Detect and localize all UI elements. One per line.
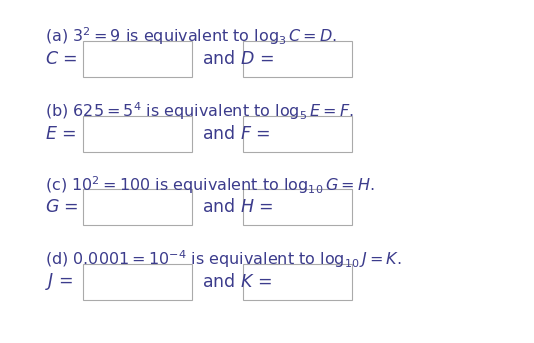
Text: $\mathit{C}$ =: $\mathit{C}$ = — [45, 50, 78, 68]
FancyBboxPatch shape — [243, 264, 352, 300]
Text: (b) $625 = 5^4$ is equivalent to $\log_5 E = F.$: (b) $625 = 5^4$ is equivalent to $\log_5… — [45, 100, 354, 122]
Text: (a) $3^2 = 9$ is equivalent to $\log_3 C = D.$: (a) $3^2 = 9$ is equivalent to $\log_3 C… — [45, 25, 337, 47]
Text: (d) $0.0001 = 10^{-4}$ is equivalent to $\log_{10} J = K.$: (d) $0.0001 = 10^{-4}$ is equivalent to … — [45, 249, 402, 270]
Text: and $\mathit{K}$ =: and $\mathit{K}$ = — [202, 273, 272, 291]
FancyBboxPatch shape — [243, 116, 352, 152]
Text: and $\mathit{D}$ =: and $\mathit{D}$ = — [202, 50, 274, 68]
Text: and $\mathit{H}$ =: and $\mathit{H}$ = — [202, 198, 273, 216]
FancyBboxPatch shape — [83, 264, 192, 300]
Text: and $\mathit{F}$ =: and $\mathit{F}$ = — [202, 125, 270, 143]
FancyBboxPatch shape — [243, 41, 352, 77]
FancyBboxPatch shape — [83, 189, 192, 225]
FancyBboxPatch shape — [83, 41, 192, 77]
Text: $\mathit{E}$ =: $\mathit{E}$ = — [45, 125, 77, 143]
FancyBboxPatch shape — [83, 116, 192, 152]
Text: (c) $10^2 = 100$ is equivalent to $\log_{10} G = H.$: (c) $10^2 = 100$ is equivalent to $\log_… — [45, 174, 375, 196]
Text: $\mathit{G}$ =: $\mathit{G}$ = — [45, 198, 79, 216]
Text: $\mathit{J}$ =: $\mathit{J}$ = — [45, 271, 74, 292]
FancyBboxPatch shape — [243, 189, 352, 225]
